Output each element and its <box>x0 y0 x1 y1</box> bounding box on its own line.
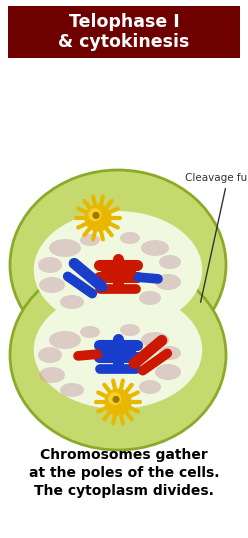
Ellipse shape <box>38 347 62 363</box>
Ellipse shape <box>38 257 62 273</box>
Text: Cleavage furrow: Cleavage furrow <box>185 173 248 302</box>
Ellipse shape <box>141 332 169 348</box>
Text: Chromosomes gather: Chromosomes gather <box>40 448 208 462</box>
Ellipse shape <box>155 364 181 380</box>
Text: The cytoplasm divides.: The cytoplasm divides. <box>34 484 214 498</box>
Ellipse shape <box>141 240 169 256</box>
FancyBboxPatch shape <box>8 6 240 58</box>
Circle shape <box>105 389 131 415</box>
Ellipse shape <box>49 239 81 257</box>
Ellipse shape <box>159 255 181 269</box>
Circle shape <box>93 213 99 218</box>
Circle shape <box>89 209 101 221</box>
Ellipse shape <box>39 367 65 383</box>
Ellipse shape <box>49 331 81 349</box>
Circle shape <box>85 205 111 231</box>
Ellipse shape <box>80 326 100 338</box>
Ellipse shape <box>159 346 181 360</box>
Ellipse shape <box>120 232 140 244</box>
Ellipse shape <box>60 383 84 397</box>
Ellipse shape <box>60 295 84 309</box>
Ellipse shape <box>80 234 100 246</box>
Text: at the poles of the cells.: at the poles of the cells. <box>29 466 219 480</box>
Ellipse shape <box>139 291 161 305</box>
Ellipse shape <box>10 260 226 450</box>
Text: Telophase I: Telophase I <box>69 13 179 31</box>
Circle shape <box>113 397 119 402</box>
Ellipse shape <box>39 277 65 293</box>
Ellipse shape <box>34 291 202 409</box>
Text: & cytokinesis: & cytokinesis <box>58 33 190 51</box>
Ellipse shape <box>120 324 140 336</box>
Ellipse shape <box>139 380 161 394</box>
Ellipse shape <box>10 170 226 360</box>
Ellipse shape <box>34 211 202 329</box>
Ellipse shape <box>155 274 181 290</box>
Circle shape <box>109 393 121 405</box>
